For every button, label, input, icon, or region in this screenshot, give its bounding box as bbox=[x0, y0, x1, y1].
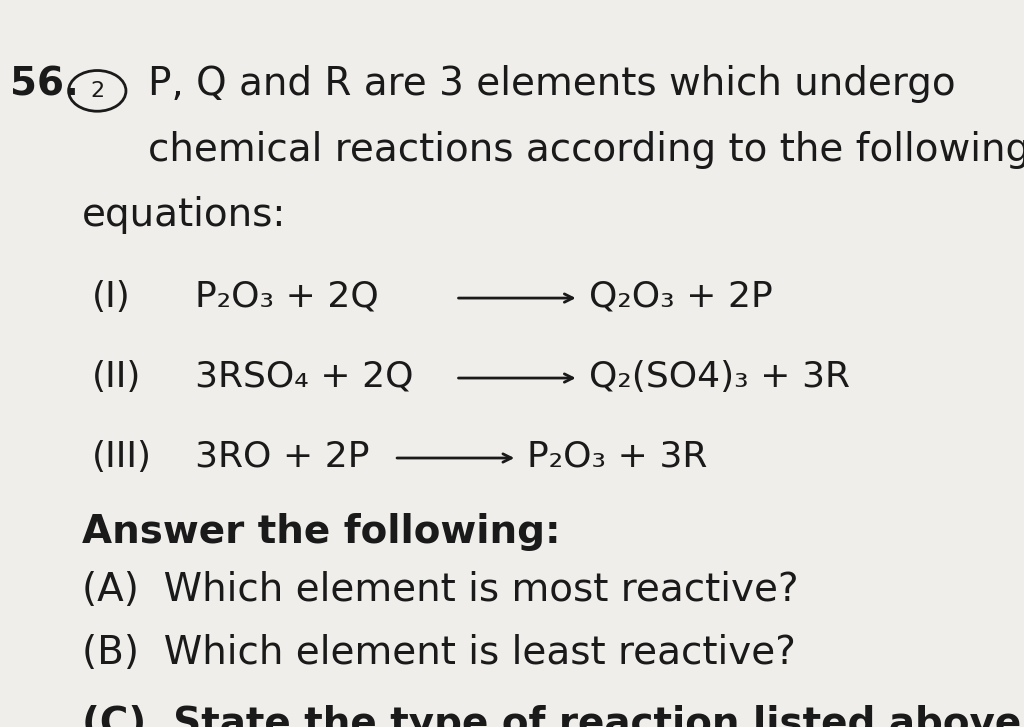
Text: 2: 2 bbox=[90, 81, 104, 101]
Text: chemical reactions according to the following: chemical reactions according to the foll… bbox=[148, 131, 1024, 169]
Text: equations:: equations: bbox=[82, 196, 287, 234]
Text: (I): (I) bbox=[92, 280, 131, 314]
Text: P, Q and R are 3 elements which undergo: P, Q and R are 3 elements which undergo bbox=[148, 65, 956, 103]
Text: Answer the following:: Answer the following: bbox=[82, 513, 560, 550]
Text: (II): (II) bbox=[92, 360, 141, 394]
Text: Q₂(SO4)₃ + 3R: Q₂(SO4)₃ + 3R bbox=[589, 360, 850, 394]
Text: (A)  Which element is most reactive?: (A) Which element is most reactive? bbox=[82, 571, 799, 608]
Text: (III): (III) bbox=[92, 440, 153, 474]
Text: Q₂O₃ + 2P: Q₂O₃ + 2P bbox=[589, 280, 772, 314]
Text: (C)  State the type of reaction listed above.: (C) State the type of reaction listed ab… bbox=[82, 705, 1024, 727]
Text: 3RO + 2P: 3RO + 2P bbox=[195, 440, 369, 474]
Text: (B)  Which element is least reactive?: (B) Which element is least reactive? bbox=[82, 634, 796, 672]
Text: P₂O₃ + 3R: P₂O₃ + 3R bbox=[527, 440, 708, 474]
Text: 56.: 56. bbox=[10, 65, 79, 103]
Text: 3RSO₄ + 2Q: 3RSO₄ + 2Q bbox=[195, 360, 413, 394]
Text: P₂O₃ + 2Q: P₂O₃ + 2Q bbox=[195, 280, 378, 314]
